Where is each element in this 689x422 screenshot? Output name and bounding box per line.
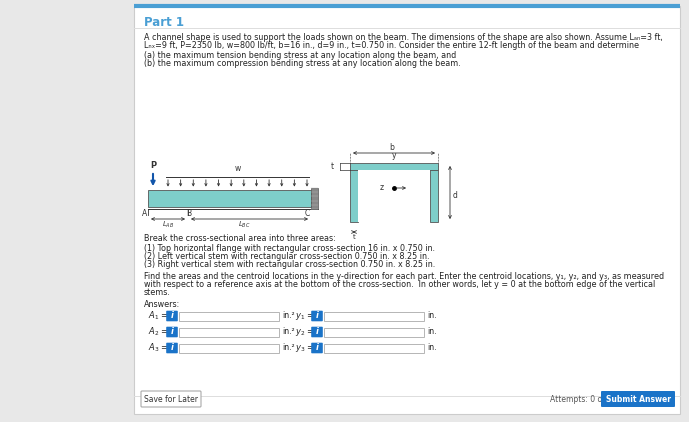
Text: Lₙₓ=9 ft, P=2350 lb, w=800 lb/ft, b=16 in., d=9 in., t=0.750 in. Consider the en: Lₙₓ=9 ft, P=2350 lb, w=800 lb/ft, b=16 i… <box>144 41 639 50</box>
Text: stems.: stems. <box>144 288 171 297</box>
Text: in.: in. <box>427 327 437 336</box>
Text: (b) the maximum compression bending stress at any location along the beam.: (b) the maximum compression bending stre… <box>144 59 461 68</box>
Bar <box>324 311 424 320</box>
Text: $y_2$ =: $y_2$ = <box>295 327 315 338</box>
Text: C: C <box>305 209 310 218</box>
Text: Break the cross-sectional area into three areas:: Break the cross-sectional area into thre… <box>144 234 336 243</box>
Text: A channel shape is used to support the loads shown on the beam. The dimensions o: A channel shape is used to support the l… <box>144 33 663 42</box>
Text: i: i <box>316 311 318 320</box>
FancyBboxPatch shape <box>166 327 178 337</box>
Text: w: w <box>234 164 240 173</box>
Text: Find the areas and the centroid locations in the y-direction for each part. Ente: Find the areas and the centroid location… <box>144 272 664 281</box>
Bar <box>179 344 279 352</box>
Text: $L_{BC}$: $L_{BC}$ <box>238 220 251 230</box>
Text: in.²: in.² <box>282 327 295 336</box>
Bar <box>311 188 318 209</box>
Text: y: y <box>392 151 396 160</box>
Text: z: z <box>380 184 384 192</box>
Text: P: P <box>150 161 156 170</box>
Text: t: t <box>353 234 356 240</box>
Text: (a) the maximum tension bending stress at any location along the beam, and: (a) the maximum tension bending stress a… <box>144 51 456 60</box>
Bar <box>179 311 279 320</box>
FancyBboxPatch shape <box>166 311 178 321</box>
Text: t: t <box>331 162 334 171</box>
Text: $y_1$ =: $y_1$ = <box>295 311 315 322</box>
Text: i: i <box>171 327 174 336</box>
Bar <box>179 327 279 336</box>
Text: Save for Later: Save for Later <box>144 395 198 403</box>
Text: d: d <box>453 192 458 200</box>
Text: $A_3$ =: $A_3$ = <box>148 342 169 354</box>
Bar <box>350 170 358 222</box>
Text: i: i <box>316 327 318 336</box>
Text: $A_2$ =: $A_2$ = <box>148 326 169 338</box>
Text: (2) Left vertical stem with rectangular cross-section 0.750 in. x 8.25 in.: (2) Left vertical stem with rectangular … <box>144 252 429 261</box>
Text: Submit Answer: Submit Answer <box>606 395 670 403</box>
Text: (3) Right vertical stem with rectangular cross-section 0.750 in. x 8.25 in.: (3) Right vertical stem with rectangular… <box>144 260 435 269</box>
Bar <box>430 170 438 222</box>
FancyBboxPatch shape <box>141 391 201 407</box>
FancyBboxPatch shape <box>601 391 675 407</box>
Bar <box>350 163 438 170</box>
Text: (1) Top horizontal flange with rectangular cross-section 16 in. x 0.750 in.: (1) Top horizontal flange with rectangul… <box>144 244 435 253</box>
Bar <box>134 6 680 414</box>
Text: in.²: in.² <box>282 344 295 352</box>
Text: Part 1: Part 1 <box>144 16 184 29</box>
Bar <box>358 170 430 222</box>
FancyBboxPatch shape <box>311 311 323 321</box>
Text: Attempts: 0 of 3 used: Attempts: 0 of 3 used <box>550 395 633 403</box>
Bar <box>324 344 424 352</box>
Text: $y_3$ =: $y_3$ = <box>295 343 315 354</box>
Text: i: i <box>171 311 174 320</box>
Text: in.: in. <box>427 311 437 320</box>
Text: in.²: in.² <box>282 311 295 320</box>
Text: b: b <box>389 143 394 152</box>
Bar <box>148 190 311 207</box>
FancyBboxPatch shape <box>311 327 323 337</box>
Text: B: B <box>186 209 191 218</box>
Text: i: i <box>171 344 174 352</box>
Text: in.: in. <box>427 344 437 352</box>
Text: i: i <box>316 344 318 352</box>
Text: Answers:: Answers: <box>144 300 181 309</box>
Text: $L_{AB}$: $L_{AB}$ <box>162 220 174 230</box>
Text: with respect to a reference axis at the bottom of the cross-section.  In other w: with respect to a reference axis at the … <box>144 280 655 289</box>
FancyBboxPatch shape <box>166 343 178 353</box>
FancyBboxPatch shape <box>311 343 323 353</box>
Bar <box>324 327 424 336</box>
Text: $A_1$ =: $A_1$ = <box>148 310 169 322</box>
Text: A: A <box>142 209 147 218</box>
